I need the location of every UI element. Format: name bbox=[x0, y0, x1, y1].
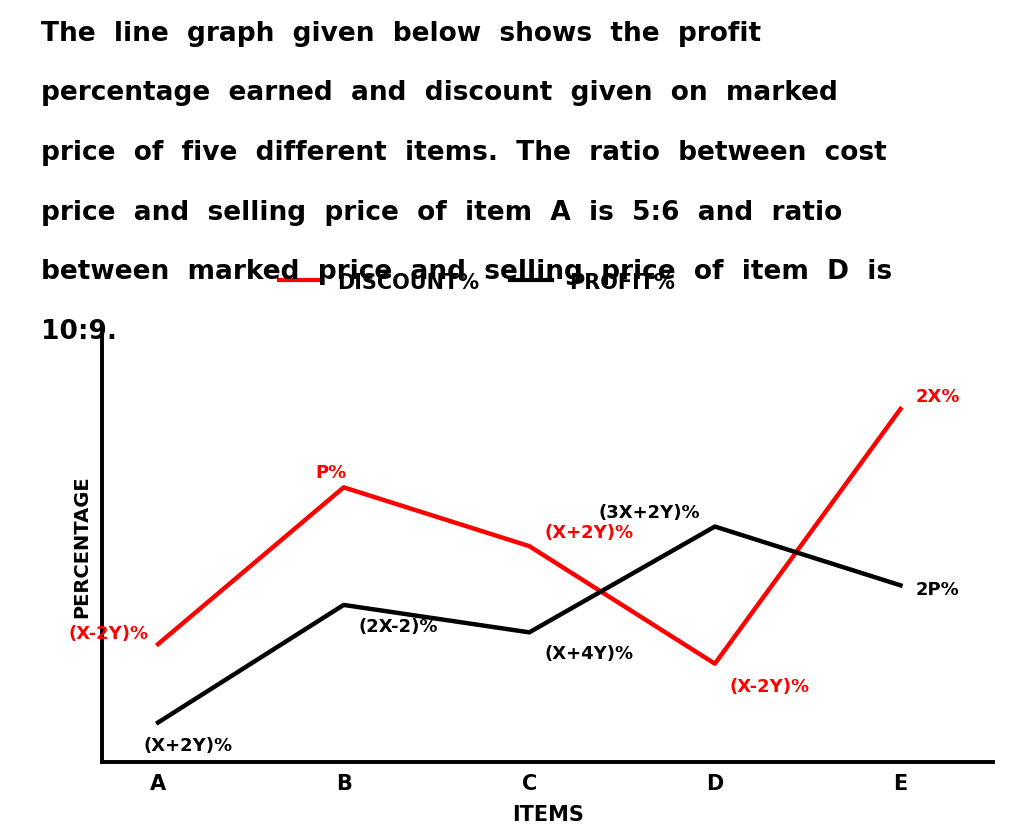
Text: (X+2Y)%: (X+2Y)% bbox=[143, 736, 232, 754]
Text: 10:9.: 10:9. bbox=[41, 319, 117, 344]
Text: (X+4Y)%: (X+4Y)% bbox=[544, 644, 633, 662]
Text: The  line  graph  given  below  shows  the  profit: The line graph given below shows the pro… bbox=[41, 21, 761, 46]
Text: 2X%: 2X% bbox=[915, 388, 959, 406]
Text: (3X+2Y)%: (3X+2Y)% bbox=[598, 503, 700, 521]
Text: price  and  selling  price  of  item  A  is  5:6  and  ratio: price and selling price of item A is 5:6… bbox=[41, 200, 842, 225]
Text: P%: P% bbox=[315, 464, 346, 482]
Legend: DISCOUNT%, PROFIT%: DISCOUNT%, PROFIT% bbox=[270, 264, 683, 301]
Text: (X-2Y)%: (X-2Y)% bbox=[69, 624, 148, 643]
Text: (X-2Y)%: (X-2Y)% bbox=[730, 677, 810, 696]
Text: price  of  five  different  items.  The  ratio  between  cost: price of five different items. The ratio… bbox=[41, 140, 887, 166]
Text: 2P%: 2P% bbox=[915, 580, 959, 599]
Text: (X+2Y)%: (X+2Y)% bbox=[544, 524, 633, 542]
Text: percentage  earned  and  discount  given  on  marked: percentage earned and discount given on … bbox=[41, 80, 838, 106]
Text: between  marked  price  and  selling  price  of  item  D  is: between marked price and selling price o… bbox=[41, 259, 892, 285]
Text: (2X-2)%: (2X-2)% bbox=[358, 617, 438, 635]
X-axis label: ITEMS: ITEMS bbox=[512, 804, 584, 824]
Y-axis label: PERCENTAGE: PERCENTAGE bbox=[73, 475, 91, 618]
